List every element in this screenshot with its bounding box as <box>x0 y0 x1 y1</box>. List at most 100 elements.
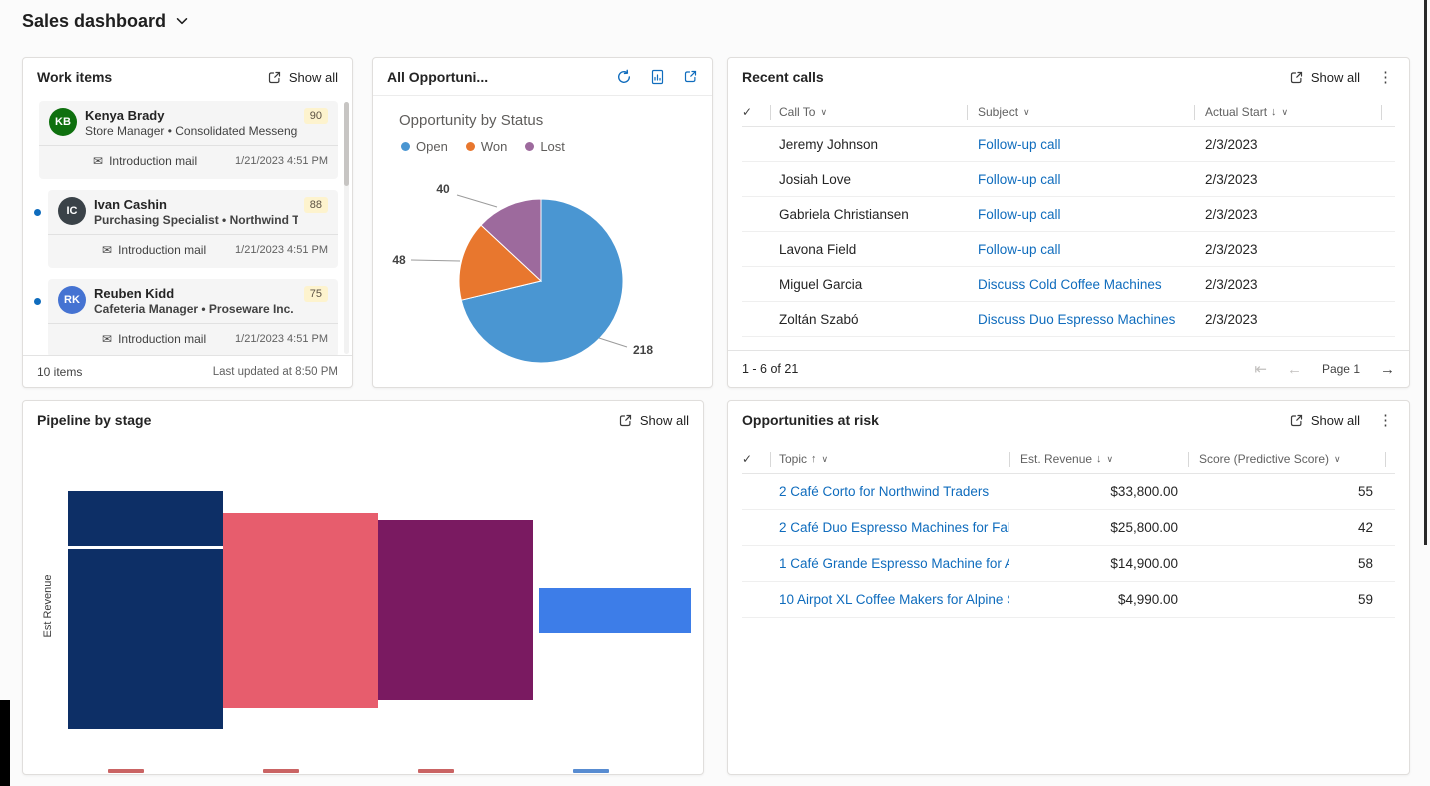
next-page-icon[interactable]: → <box>1380 360 1395 378</box>
contact-name: Kenya Brady <box>85 108 165 123</box>
topic-link[interactable]: 10 Airpot XL Coffee Makers for Alpine Sk… <box>779 592 1009 607</box>
activity-row[interactable]: ✉ Introduction mail 1/21/2023 4:51 PM <box>48 234 338 261</box>
funnel-bar-stage-2[interactable] <box>223 512 378 708</box>
previous-page-icon[interactable]: ← <box>1286 360 1302 378</box>
column-divider <box>967 104 968 120</box>
column-header-subject[interactable]: Subject ∨ <box>978 105 1030 119</box>
pie-slice-lost[interactable] <box>480 198 542 283</box>
column-divider <box>1385 451 1386 467</box>
work-items-title: Work items <box>37 69 113 85</box>
legend-dot <box>465 142 475 151</box>
funnel-bar-stage-4[interactable] <box>539 587 691 633</box>
more-options-icon[interactable]: ⋮ <box>1378 69 1393 86</box>
unread-indicator <box>34 209 41 216</box>
leader-line <box>598 337 628 348</box>
funnel-bar-stage-1[interactable] <box>68 491 223 729</box>
page-indicator: Page 1 <box>1321 362 1360 376</box>
opportunities-at-risk-show-all-button[interactable]: Show all <box>1289 413 1360 428</box>
subject-link[interactable]: Discuss Cold Coffee Machines <box>978 276 1162 292</box>
work-item-card[interactable]: KB Kenya Brady Store Manager • Consolida… <box>39 101 338 179</box>
record-range: 1 - 6 of 21 <box>742 362 799 376</box>
topic-link[interactable]: 1 Café Grande Espresso Machine for Alpin <box>779 556 1009 571</box>
legend-item-won[interactable]: Won <box>465 139 507 154</box>
legend-item-lost[interactable]: Lost <box>525 139 565 154</box>
recent-call-row[interactable]: Lavona Field Follow-up call 2/3/2023 <box>742 232 1395 267</box>
est-revenue-cell: $4,990.00 <box>1117 592 1178 607</box>
work-item-card[interactable]: RK Reuben Kidd Cafeteria Manager • Prose… <box>34 279 338 355</box>
topic-link[interactable]: 2 Café Duo Espresso Machines for Fabrika <box>779 520 1009 535</box>
y-axis-label: Est Revenue <box>42 574 54 638</box>
recent-call-row[interactable]: Jeremy Johnson Follow-up call 2/3/2023 <box>742 127 1395 162</box>
open-in-new-icon <box>1290 71 1302 83</box>
work-items-list: KB Kenya Brady Store Manager • Consolida… <box>23 96 352 355</box>
column-header-actual-start[interactable]: Actual Start ↓ ∨ <box>1205 105 1289 119</box>
recent-call-row[interactable]: Gabriela Christiansen Follow-up call 2/3… <box>742 197 1395 232</box>
recent-call-row[interactable]: Josiah Love Follow-up call 2/3/2023 <box>742 162 1395 197</box>
recent-calls-show-all-button[interactable]: Show all <box>1289 70 1360 85</box>
table-header: ✓ Topic ↑ ∨ Est. Revenue ↓ ∨ Score (Pred… <box>742 445 1395 474</box>
items-count: 10 items <box>37 364 83 379</box>
refresh-icon[interactable] <box>616 69 632 85</box>
dashboard-selector[interactable]: Sales dashboard <box>22 6 188 36</box>
topic-link[interactable]: 2 Café Corto for Northwind Traders <box>779 484 990 499</box>
pie-slice-won[interactable] <box>458 224 543 301</box>
clipped-axis-label <box>263 769 299 773</box>
legend-item-open[interactable]: Open <box>401 139 448 154</box>
avatar: KB <box>49 108 77 136</box>
opportunity-row[interactable]: 2 Café Corto for Northwind Traders $33,8… <box>742 474 1395 510</box>
score-cell: 58 <box>1357 556 1373 571</box>
page-title: Sales dashboard <box>22 10 167 31</box>
recent-call-row[interactable]: Miguel Garcia Discuss Cold Coffee Machin… <box>742 267 1395 302</box>
opportunity-row[interactable]: 1 Café Grande Espresso Machine for Alpin… <box>742 546 1395 582</box>
actual-start-cell: 2/3/2023 <box>1205 171 1258 187</box>
opportunities-at-risk-title: Opportunities at risk <box>742 412 879 428</box>
activity-row[interactable]: ✉ Introduction mail 1/21/2023 4:51 PM <box>48 323 338 350</box>
unread-indicator <box>34 298 41 305</box>
subject-link[interactable]: Discuss Duo Espresso Machines <box>978 311 1176 327</box>
activity-row[interactable]: ✉ Introduction mail 1/21/2023 4:51 PM <box>39 145 338 172</box>
avatar: IC <box>58 197 86 225</box>
report-icon[interactable] <box>650 69 665 85</box>
column-divider <box>1188 451 1189 467</box>
select-all-checkmark[interactable]: ✓ <box>742 105 753 119</box>
subject-link[interactable]: Follow-up call <box>978 171 1061 187</box>
activity-label: Introduction mail <box>109 154 198 168</box>
score-badge: 75 <box>303 286 328 302</box>
opportunity-row[interactable]: 2 Café Duo Espresso Machines for Fabrika… <box>742 510 1395 546</box>
opportunities-at-risk-card: Opportunities at risk Show all ⋮ ✓ Topic… <box>727 400 1410 775</box>
open-in-new-icon[interactable] <box>683 69 698 84</box>
clipped-axis-label <box>108 769 144 773</box>
subject-link[interactable]: Follow-up call <box>978 206 1061 222</box>
est-revenue-cell: $25,800.00 <box>1110 520 1178 535</box>
funnel-bar-stage-3[interactable] <box>378 520 533 700</box>
call-to-cell: Zoltán Szabó <box>779 311 859 327</box>
pipeline-funnel-chart <box>68 443 691 774</box>
work-items-show-all-button[interactable]: Show all <box>267 70 338 85</box>
screen-artifact-right-edge <box>1424 0 1427 545</box>
column-header-est-revenue[interactable]: Est. Revenue ↓ ∨ <box>1020 452 1114 466</box>
recent-call-row[interactable]: Zoltán Szabó Discuss Duo Espresso Machin… <box>742 302 1395 337</box>
actual-start-cell: 2/3/2023 <box>1205 241 1258 257</box>
score-cell: 55 <box>1357 484 1373 499</box>
subject-link[interactable]: Follow-up call <box>978 241 1061 257</box>
recent-calls-footer: 1 - 6 of 21 ⇤ ← Page 1 → <box>728 350 1409 387</box>
recent-calls-title: Recent calls <box>742 69 824 85</box>
first-page-icon[interactable]: ⇤ <box>1254 361 1267 378</box>
table-header: ✓ Call To ∨ Subject ∨ Actual Start ↓ ∨ <box>742 98 1395 127</box>
chevron-down-icon <box>176 18 188 25</box>
pie-slice-open[interactable] <box>460 198 624 364</box>
pipeline-show-all-button[interactable]: Show all <box>618 413 689 428</box>
scrollbar-track[interactable] <box>344 102 349 354</box>
more-options-icon[interactable]: ⋮ <box>1378 412 1393 429</box>
last-updated: Last updated at 8:50 PM <box>212 365 338 378</box>
scrollbar-thumb[interactable] <box>344 102 349 186</box>
subject-link[interactable]: Follow-up call <box>978 136 1061 152</box>
call-to-cell: Miguel Garcia <box>779 276 863 292</box>
column-divider <box>1381 104 1382 120</box>
work-item-card[interactable]: IC Ivan Cashin Purchasing Specialist • N… <box>34 190 338 268</box>
select-all-checkmark[interactable]: ✓ <box>742 452 753 466</box>
opportunity-row[interactable]: 10 Airpot XL Coffee Makers for Alpine Sk… <box>742 582 1395 618</box>
column-header-score[interactable]: Score (Predictive Score) ∨ <box>1199 452 1341 466</box>
column-header-topic[interactable]: Topic ↑ ∨ <box>779 452 829 466</box>
column-header-call-to[interactable]: Call To ∨ <box>779 105 828 119</box>
